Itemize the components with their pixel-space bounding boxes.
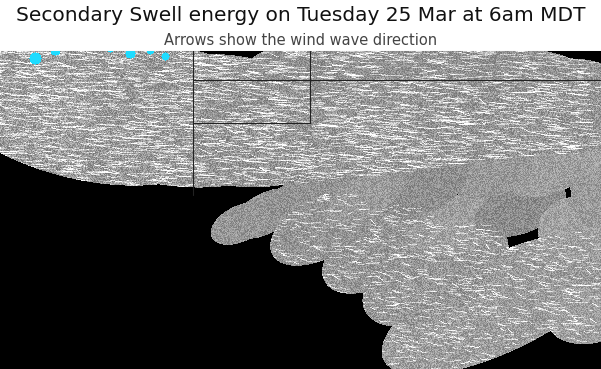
Text: Secondary Swell energy on Tuesday 25 Mar at 6am MDT: Secondary Swell energy on Tuesday 25 Mar… <box>16 6 585 25</box>
Text: Arrows show the wind wave direction: Arrows show the wind wave direction <box>164 33 437 48</box>
